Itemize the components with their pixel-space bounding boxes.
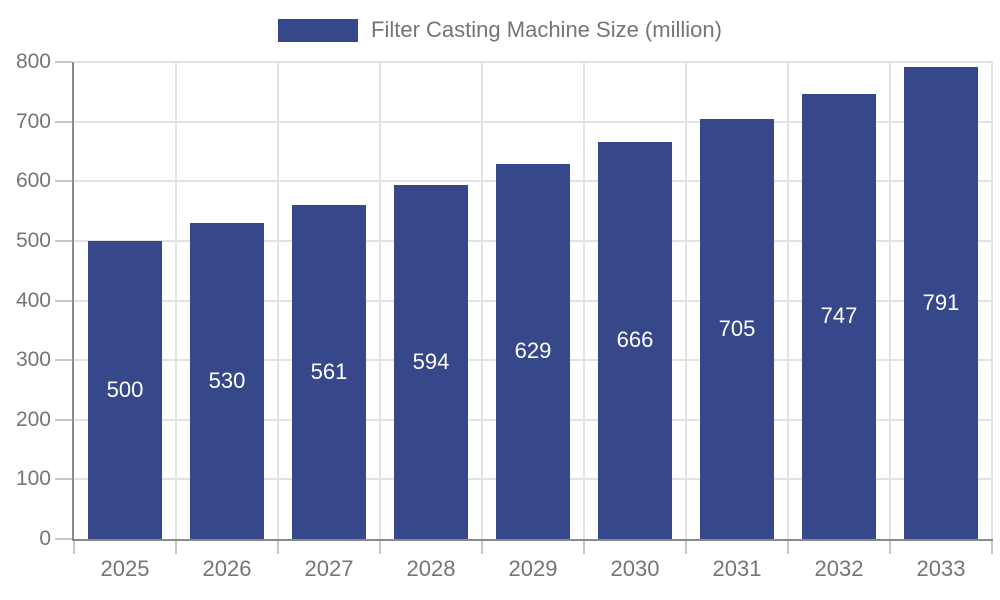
gridline-horizontal [74,120,992,123]
bar-value-label: 666 [616,327,654,353]
bar-value-label: 500 [106,376,144,402]
bar[interactable]: 500 [88,240,162,539]
y-tick-mark [55,359,72,362]
gridline-vertical [379,62,381,539]
plot-area: 500 530 561 594 629 666 705 747 791 [74,61,993,539]
bar-value-label: 629 [514,338,552,364]
y-tick-mark [55,239,72,242]
y-tick-label: 0 [39,527,51,550]
bar[interactable]: 594 [394,184,468,539]
x-tick-mark [583,541,585,554]
x-tick-label: 2027 [304,556,354,581]
bar-value-label: 705 [718,315,756,341]
x-tick-mark [889,541,891,554]
gridline-horizontal [74,61,992,63]
y-tick-mark [55,180,72,183]
legend-label: Filter Casting Machine Size (million) [371,17,722,42]
gridline-vertical [583,62,585,539]
gridline-vertical [685,62,687,539]
x-axis-line [72,539,993,541]
y-tick-mark [55,418,72,421]
bar-value-label: 747 [820,303,858,329]
y-axis-line [72,62,74,541]
x-tick-label: 2026 [202,556,252,581]
bar[interactable]: 705 [700,118,774,539]
y-tick-mark [55,299,72,302]
x-tick-label: 2030 [610,556,660,581]
x-tick-label: 2031 [712,556,762,581]
bar[interactable]: 629 [496,163,570,539]
y-tick-label: 200 [15,407,51,431]
bar-value-label: 561 [310,358,348,384]
x-tick-mark [73,541,75,554]
x-tick-mark [685,541,687,554]
x-tick-mark [787,541,789,554]
bar-value-label: 530 [208,368,246,393]
bar-value-label: 791 [922,290,960,316]
gridline-vertical [787,62,789,539]
gridline-vertical [991,62,993,539]
gridline-vertical [175,62,177,539]
x-axis-labels: 2025 2026 2027 2028 2029 2030 2031 2032 2033 [74,556,992,582]
y-tick-mark [55,478,72,481]
x-tick-mark [175,541,177,554]
y-axis-labels: 0 100 200 300 400 500 600 700 800 [0,50,74,550]
x-tick-mark [379,541,381,554]
x-tick-label: 2033 [916,556,966,581]
bar[interactable]: 747 [802,93,876,539]
bar[interactable]: 666 [598,141,672,539]
x-tick-label: 2025 [100,556,150,581]
legend[interactable]: Filter Casting Machine Size (million) [0,17,1000,43]
y-tick-label: 700 [15,109,51,133]
x-tick-mark [481,541,483,554]
y-tick-label: 100 [15,467,51,491]
x-tick-mark [277,541,279,554]
y-tick-label: 300 [15,348,51,372]
y-tick-mark [55,538,72,540]
bar-value-label: 594 [412,348,450,374]
bar[interactable]: 561 [292,204,366,539]
legend-swatch-icon [278,18,359,42]
gridline-vertical [481,62,483,539]
y-tick-label: 600 [15,169,51,193]
x-tick-label: 2028 [406,556,456,581]
x-tick-label: 2032 [814,556,864,581]
x-tick-mark [991,541,993,554]
y-tick-mark [55,61,72,63]
gridline-vertical [889,62,891,539]
y-tick-mark [55,120,72,123]
gridline-vertical [277,62,279,539]
bar[interactable]: 530 [190,223,264,539]
y-tick-label: 400 [15,288,51,312]
x-tick-label: 2029 [508,556,558,581]
bar[interactable]: 791 [904,67,978,539]
y-tick-label: 800 [15,50,51,73]
y-tick-label: 500 [15,228,51,252]
